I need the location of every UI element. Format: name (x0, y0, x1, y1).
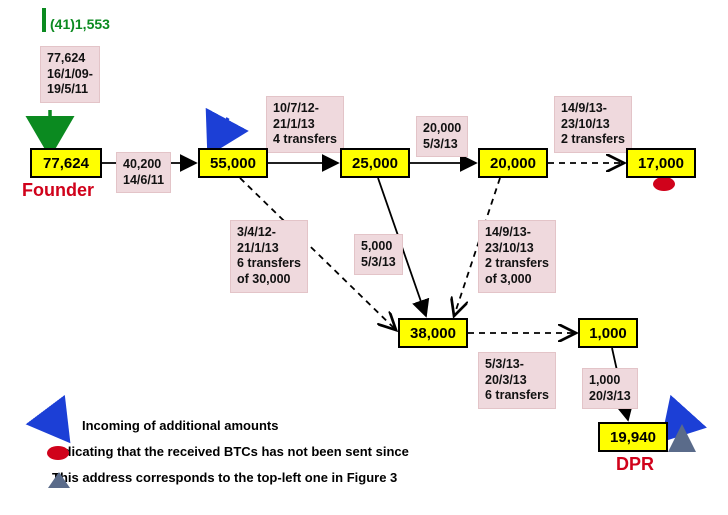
info-20-17: 14/9/13- 23/10/13 2 transfers (554, 96, 632, 153)
node-1k-val: 1,000 (589, 325, 627, 342)
node-dpr-val: 19,940 (610, 429, 656, 446)
node-25k: 25,000 (340, 148, 410, 178)
node-20k: 20,000 (478, 148, 548, 178)
node-17k-val: 17,000 (638, 155, 684, 172)
red-oval-marker (653, 177, 675, 191)
node-founder-val: 77,624 (43, 155, 89, 172)
node-25k-val: 25,000 (352, 155, 398, 172)
node-17k: 17,000 (626, 148, 696, 178)
legend-topleft: This address corresponds to the top-left… (44, 470, 397, 485)
info-38-1k: 5/3/13- 20/3/13 6 transfers (478, 352, 556, 409)
info-1k-dpr: 1,000 20/3/13 (582, 368, 638, 409)
incoming-count-label: (41)1,553 (50, 16, 110, 32)
legend-incoming: Incoming of additional amounts (44, 418, 278, 433)
arrow-blue-55 (214, 118, 228, 144)
node-55k: 55,000 (198, 148, 268, 178)
node-38k-val: 38,000 (410, 325, 456, 342)
info-55-38: 3/4/12- 21/1/13 6 transfers of 30,000 (230, 220, 308, 293)
gray-triangle-icon (44, 470, 74, 490)
node-38k: 38,000 (398, 318, 468, 348)
node-1k: 1,000 (578, 318, 638, 348)
info-25-20: 20,000 5/3/13 (416, 116, 468, 157)
label-founder: Founder (22, 180, 94, 201)
diagram-canvas: (41)1,553 77,624 16/1/09- 19/5/11 40,200… (0, 0, 728, 515)
info-25-38: 5,000 5/3/13 (354, 234, 403, 275)
node-dpr: 19,940 (598, 422, 668, 452)
legend-not-sent-text: Indicating that the received BTCs has no… (52, 444, 409, 459)
info-55-25: 10/7/12- 21/1/13 4 transfers (266, 96, 344, 153)
red-oval-icon (44, 444, 74, 462)
node-20k-val: 20,000 (490, 155, 536, 172)
label-dpr: DPR (616, 454, 654, 475)
legend-incoming-text: Incoming of additional amounts (82, 418, 278, 433)
arrow-blue-dpr (670, 412, 688, 432)
legend-topleft-text: This address corresponds to the top-left… (52, 470, 397, 485)
info-20-38: 14/9/13- 23/10/13 2 transfers of 3,000 (478, 220, 556, 293)
legend-not-sent: Indicating that the received BTCs has no… (44, 444, 409, 459)
info-founder-origin: 77,624 16/1/09- 19/5/11 (40, 46, 100, 103)
node-founder: 77,624 (30, 148, 102, 178)
info-founder-55: 40,200 14/6/11 (116, 152, 171, 193)
node-55k-val: 55,000 (210, 155, 256, 172)
